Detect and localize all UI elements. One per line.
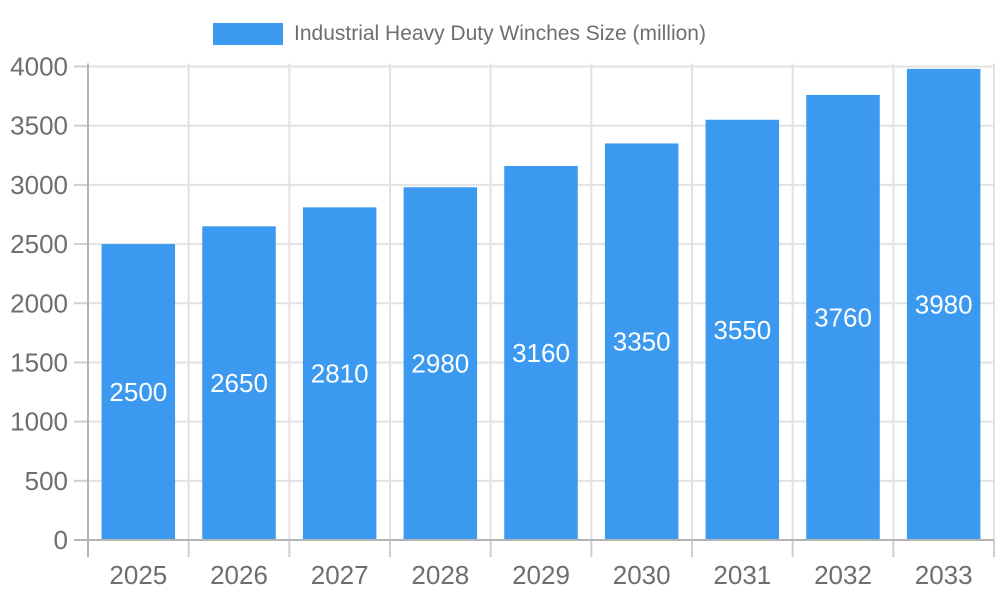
x-tick-label: 2026 <box>210 560 268 590</box>
x-tick-label: 2025 <box>109 560 167 590</box>
bar-2032[interactable] <box>806 94 880 539</box>
y-tick-label: 0 <box>54 525 68 555</box>
x-tick-label: 2032 <box>814 560 872 590</box>
bar-2033[interactable] <box>906 68 981 540</box>
bar-value-label: 3760 <box>814 302 872 332</box>
legend-item[interactable]: Industrial Heavy Duty Winches Size (mill… <box>213 23 706 45</box>
bar-value-label: 2650 <box>210 368 268 398</box>
y-tick-label: 2500 <box>10 229 68 259</box>
legend-swatch-icon <box>213 23 283 45</box>
y-tick-label: 2000 <box>10 288 68 318</box>
y-tick-label: 3000 <box>10 170 68 200</box>
bar-2027[interactable] <box>302 207 377 539</box>
legend-label: Industrial Heavy Duty Winches Size (mill… <box>294 22 706 45</box>
bar-value-label: 3550 <box>713 315 771 345</box>
bar-value-label: 2810 <box>311 359 369 389</box>
x-tick-label: 2029 <box>512 560 570 590</box>
bar-2031[interactable] <box>705 119 780 540</box>
y-tick-label: 500 <box>25 466 68 496</box>
bar-value-label: 3160 <box>512 338 570 368</box>
y-tick-label: 4000 <box>10 52 68 82</box>
bar-2026[interactable] <box>202 226 276 539</box>
bar-value-label: 2980 <box>411 349 469 379</box>
x-tick-label: 2027 <box>311 560 369 590</box>
bar-value-label: 2500 <box>109 377 167 407</box>
y-tick-label: 3500 <box>10 111 68 141</box>
bar-value-label: 3980 <box>915 289 973 319</box>
x-tick-label: 2028 <box>411 560 469 590</box>
bar-2025[interactable] <box>101 244 176 539</box>
bar-2029[interactable] <box>504 165 578 539</box>
bar-value-label: 3350 <box>613 327 671 357</box>
bar-2030[interactable] <box>604 143 679 539</box>
x-tick-label: 2030 <box>613 560 671 590</box>
y-tick-label: 1500 <box>10 347 68 377</box>
y-tick-label: 1000 <box>10 407 68 437</box>
x-tick-label: 2033 <box>915 560 973 590</box>
x-tick-label: 2031 <box>713 560 771 590</box>
bar-2028[interactable] <box>403 187 478 539</box>
